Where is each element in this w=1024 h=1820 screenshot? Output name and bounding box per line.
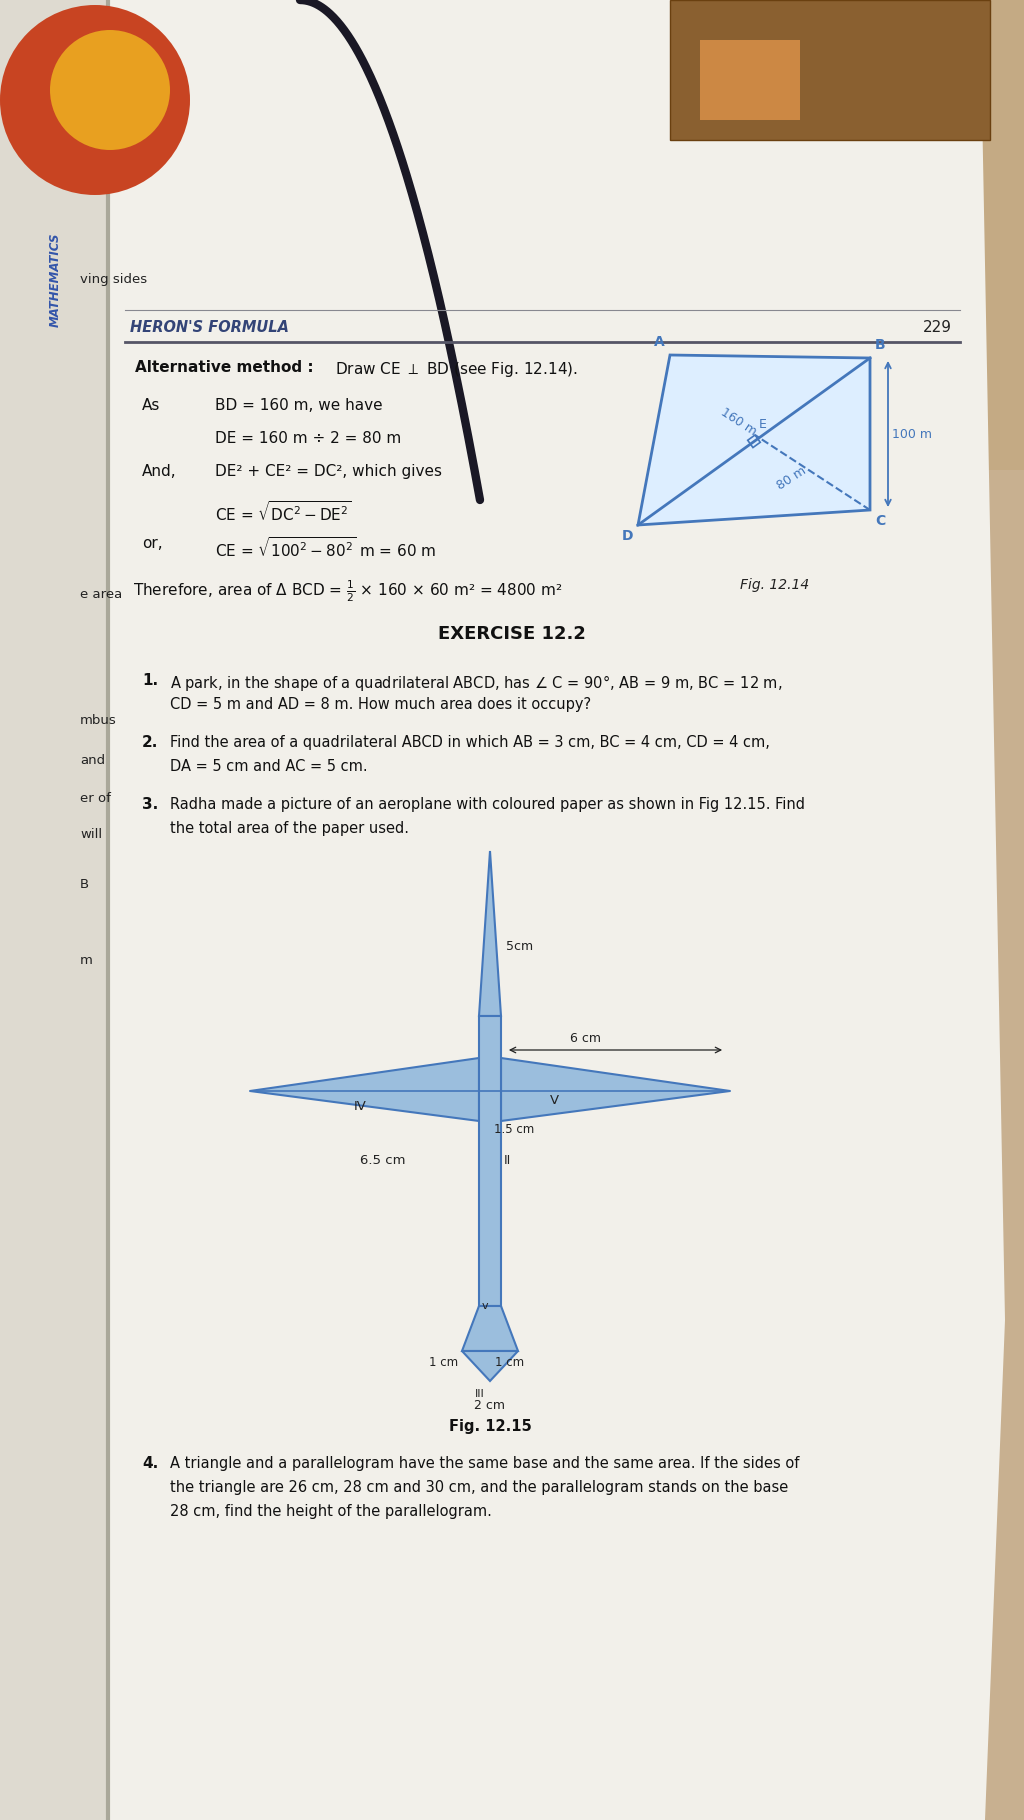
Bar [670, 0, 990, 140]
Text: 2.: 2. [142, 735, 159, 750]
Text: 28 cm, find the height of the parallelogram.: 28 cm, find the height of the parallelog… [170, 1503, 492, 1520]
Polygon shape [462, 1307, 518, 1350]
Text: B: B [80, 879, 89, 892]
Text: BD = 160 m, we have: BD = 160 m, we have [215, 399, 383, 413]
Text: e area: e area [80, 588, 122, 601]
Text: 6 cm: 6 cm [570, 1032, 601, 1045]
Polygon shape [479, 1016, 501, 1307]
Polygon shape [479, 852, 501, 1016]
Polygon shape [462, 1350, 518, 1381]
Text: 4.: 4. [142, 1456, 159, 1471]
Bar [0, 0, 1024, 470]
Bar [0, 470, 1024, 1820]
Text: CD = 5 m and AD = 8 m. How much area does it occupy?: CD = 5 m and AD = 8 m. How much area doe… [170, 697, 591, 712]
Text: DA = 5 cm and AC = 5 cm.: DA = 5 cm and AC = 5 cm. [170, 759, 368, 774]
Text: Fig. 12.15: Fig. 12.15 [449, 1420, 531, 1434]
Text: 3.: 3. [142, 797, 159, 812]
Text: v: v [481, 1301, 488, 1310]
Text: 229: 229 [923, 320, 952, 335]
Text: 1 cm: 1 cm [495, 1356, 524, 1369]
Bar [700, 40, 800, 120]
Text: D: D [622, 530, 633, 542]
Text: 100 m: 100 m [892, 428, 932, 440]
Text: m: m [80, 954, 93, 966]
Polygon shape [108, 0, 1005, 1820]
Text: Fig. 12.14: Fig. 12.14 [740, 579, 809, 592]
Text: 6.5 cm: 6.5 cm [359, 1154, 406, 1167]
Text: 2 cm: 2 cm [474, 1400, 506, 1412]
Text: II: II [504, 1154, 511, 1167]
Text: And,: And, [142, 464, 176, 479]
Text: DE² + CE² = DC², which gives: DE² + CE² = DC², which gives [215, 464, 442, 479]
Text: mbus: mbus [80, 713, 117, 726]
Text: A park, in the shape of a quadrilateral ABCD, has $\angle$ C = 90°, AB = 9 m, BC: A park, in the shape of a quadrilateral … [170, 673, 782, 693]
Text: HERON'S FORMULA: HERON'S FORMULA [130, 320, 289, 335]
Text: MATHEMATICS: MATHEMATICS [48, 233, 61, 328]
Text: As: As [142, 399, 161, 413]
Text: C: C [874, 513, 886, 528]
Text: CE = $\sqrt{\mathregular{100^2 - 80^2}}$ m = 60 m: CE = $\sqrt{\mathregular{100^2 - 80^2}}$… [215, 537, 436, 561]
Polygon shape [250, 1057, 479, 1121]
Text: CE = $\sqrt{\mathregular{DC^2 - DE^2}}$: CE = $\sqrt{\mathregular{DC^2 - DE^2}}$ [215, 501, 351, 524]
Circle shape [0, 5, 190, 195]
Text: Draw CE $\perp$ BD (see Fig. 12.14).: Draw CE $\perp$ BD (see Fig. 12.14). [335, 360, 578, 379]
Text: A triangle and a parallelogram have the same base and the same area. If the side: A triangle and a parallelogram have the … [170, 1456, 800, 1471]
Text: will: will [80, 828, 102, 841]
Polygon shape [501, 1057, 730, 1121]
Text: Therefore, area of $\Delta$ BCD = $\frac{1}{2}$ $\times$ 160 $\times$ 60 m² = 48: Therefore, area of $\Delta$ BCD = $\frac… [133, 579, 562, 604]
Text: E: E [759, 419, 767, 431]
Text: DE = 160 m ÷ 2 = 80 m: DE = 160 m ÷ 2 = 80 m [215, 431, 401, 446]
Polygon shape [0, 0, 130, 1820]
Text: 1.: 1. [142, 673, 158, 688]
Text: EXERCISE 12.2: EXERCISE 12.2 [438, 624, 586, 642]
Text: ving sides: ving sides [80, 273, 147, 286]
Text: V: V [550, 1094, 559, 1108]
Text: the triangle are 26 cm, 28 cm and 30 cm, and the parallelogram stands on the bas: the triangle are 26 cm, 28 cm and 30 cm,… [170, 1480, 788, 1494]
Text: 80 m: 80 m [775, 464, 809, 491]
Text: IV: IV [353, 1099, 367, 1112]
Text: 160 m: 160 m [719, 406, 759, 439]
Circle shape [50, 29, 170, 149]
Text: or,: or, [142, 537, 163, 551]
Text: B: B [874, 339, 886, 351]
Text: the total area of the paper used.: the total area of the paper used. [170, 821, 409, 835]
Text: 1.5 cm: 1.5 cm [494, 1123, 535, 1136]
Text: Alternative method :: Alternative method : [135, 360, 313, 375]
Text: 1 cm: 1 cm [429, 1356, 458, 1369]
Text: 5cm: 5cm [506, 939, 534, 952]
Text: Find the area of a quadrilateral ABCD in which AB = 3 cm, BC = 4 cm, CD = 4 cm,: Find the area of a quadrilateral ABCD in… [170, 735, 770, 750]
Text: and: and [80, 753, 105, 766]
Text: Radha made a picture of an aeroplane with coloured paper as shown in Fig 12.15. : Radha made a picture of an aeroplane wit… [170, 797, 805, 812]
Text: III: III [475, 1389, 485, 1400]
Text: er of: er of [80, 792, 111, 804]
Text: A: A [654, 335, 665, 349]
Polygon shape [638, 355, 870, 524]
